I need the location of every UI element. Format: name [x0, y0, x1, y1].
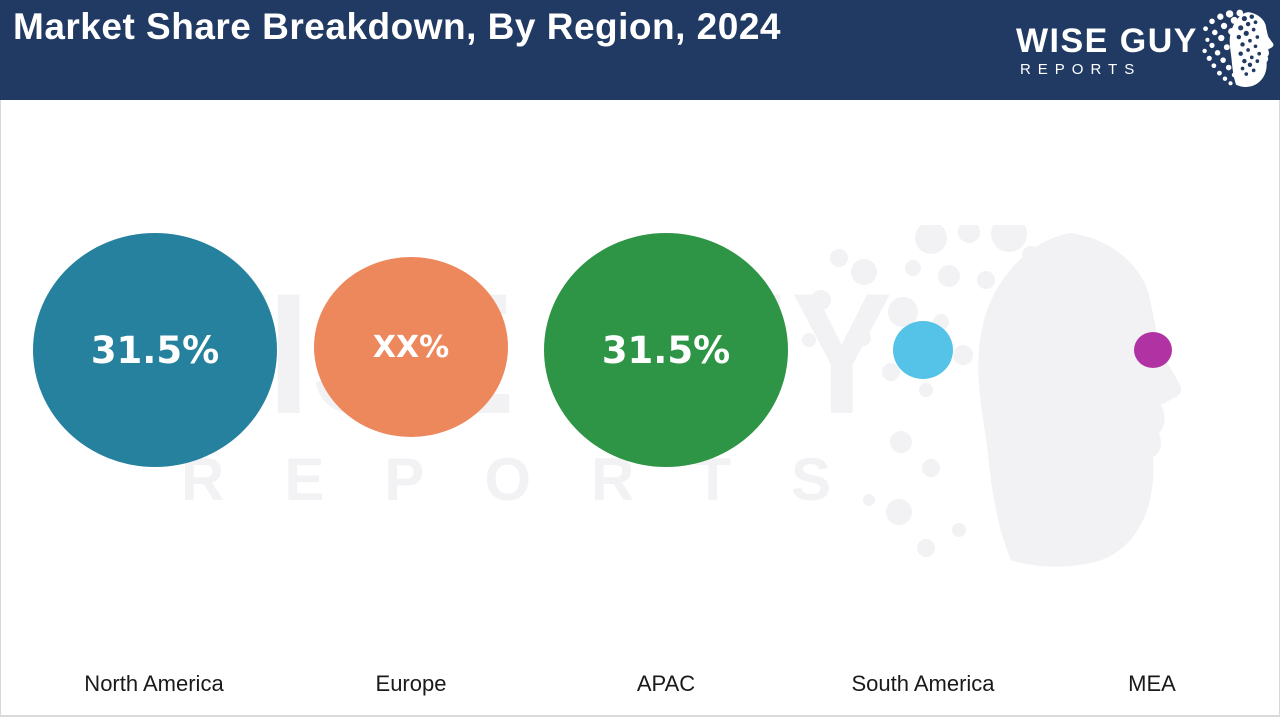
logo-tagline: REPORTS [1019, 60, 1142, 78]
wise-guy-logo: WISE GUY REPORTS [1016, 6, 1274, 94]
logo-text: WISE GUY REPORTS [1016, 24, 1198, 77]
bubble-apac: 31.5% [544, 233, 788, 467]
header-bar: Market Share Breakdown, By Region, 2024 … [0, 0, 1280, 100]
region-label-mea: MEA [1128, 671, 1176, 696]
bubble-north-america: 31.5% [33, 233, 277, 467]
region-label-apac: APAC [636, 671, 696, 696]
bubble-mea [1134, 332, 1172, 368]
chart-area: WISE GUY REPORTS 31.5% XX% 31.5% North A… [0, 100, 1280, 717]
logo-face-icon [1202, 9, 1274, 87]
bubble-value-label: XX% [372, 329, 450, 365]
bubble-value-label: 31.5% [601, 328, 731, 372]
bubble-europe: XX% [314, 257, 508, 437]
region-label-north-america: North America [84, 671, 224, 696]
bubble-value-label: 31.5% [90, 328, 220, 372]
page-title: Market Share Breakdown, By Region, 2024 [13, 6, 781, 47]
bubble-south-america [893, 321, 953, 379]
watermark-reports-text: REPORTS [181, 446, 892, 513]
region-label-south-america: South America [851, 671, 995, 696]
region-label-europe: Europe [375, 671, 447, 696]
logo-name: WISE GUY [1015, 21, 1198, 60]
watermark-face-icon [802, 225, 1181, 567]
